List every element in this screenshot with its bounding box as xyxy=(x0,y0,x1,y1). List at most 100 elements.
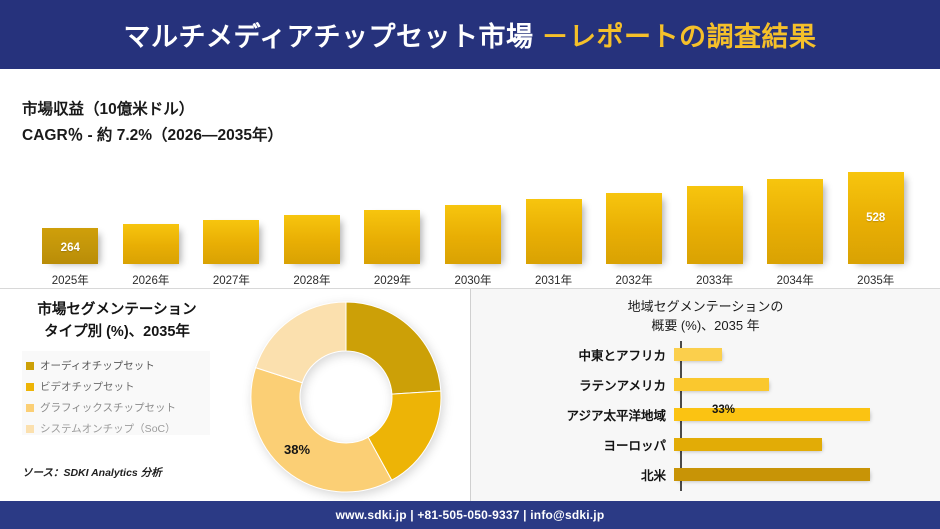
revenue-bar-wrapper xyxy=(684,174,746,264)
segmentation-panel: 市場セグメンテーション タイプ別 (%)、2035年 オーディオチップセット ビデ… xyxy=(0,289,470,501)
legend-swatch-icon xyxy=(26,361,34,370)
revenue-bar-wrapper: 528 xyxy=(845,172,907,264)
revenue-bar-column: 2026年 xyxy=(120,174,182,288)
regional-bar: 33% xyxy=(674,404,870,421)
revenue-bar xyxy=(606,193,663,264)
page-title-accent: －レポートの調査結果 xyxy=(541,22,817,52)
revenue-bar xyxy=(525,199,582,264)
regional-title-line-1: 地域セグメンテーションの xyxy=(627,299,784,314)
revenue-bar-value-label: 264 xyxy=(60,242,80,254)
donut-slice xyxy=(255,301,347,384)
revenue-bar: 528 xyxy=(847,172,904,264)
segmentation-legend-item: オーディオチップセット xyxy=(26,355,208,376)
legend-swatch-icon xyxy=(26,424,34,433)
revenue-bar-column: 264 2025年 xyxy=(39,174,101,288)
vertical-divider xyxy=(470,289,471,501)
revenue-bar xyxy=(445,204,501,264)
regional-bar-row: ラテンアメリカ xyxy=(471,369,940,399)
regional-bar-track xyxy=(674,339,940,369)
revenue-bar-wrapper xyxy=(281,174,343,264)
revenue-bar-category-label: 2026年 xyxy=(132,275,170,287)
revenue-bar-column: 528 2035年 xyxy=(845,172,907,288)
regional-title-line-2: 概要 (%)、2035 年 xyxy=(651,318,760,333)
donut-highlight-value: 38% xyxy=(284,442,311,457)
revenue-bar xyxy=(686,186,743,264)
revenue-bar xyxy=(283,215,340,264)
revenue-bar-wrapper xyxy=(603,174,665,264)
revenue-bar-column: 2028年 xyxy=(281,174,343,288)
regional-panel: 地域セグメンテーションの 概要 (%)、2035 年 中東とアフリカラテンアメリ… xyxy=(471,289,940,501)
segmentation-legend-label: ビデオチップセット xyxy=(40,381,135,393)
revenue-bar-category-label: 2029年 xyxy=(373,275,411,287)
revenue-chart-section: 市場収益（10億米ドル） CAGR％ - 約 7.2%（2026―2035年） … xyxy=(0,69,940,288)
revenue-caption-line-1: 市場収益（10億米ドル） xyxy=(22,101,195,118)
segmentation-legend-label: オーディオチップセット xyxy=(40,360,155,372)
page-title-main: マルチメディアチップセット市場 xyxy=(123,22,542,52)
revenue-bar-column: 2030年 xyxy=(442,174,504,288)
regional-bar-row: ヨーロッパ xyxy=(471,429,940,459)
revenue-bar xyxy=(767,179,824,264)
donut-slice xyxy=(250,367,393,493)
page-title: マルチメディアチップセット市場 －レポートの調査結果 xyxy=(123,15,816,54)
segmentation-title-line-1: 市場セグメンテーション xyxy=(37,302,197,318)
revenue-bar-category-label: 2025年 xyxy=(51,275,89,287)
regional-bar xyxy=(674,377,770,391)
revenue-bar-wrapper: 264 xyxy=(39,174,101,264)
revenue-bar-wrapper xyxy=(361,174,423,264)
segmentation-title-line-2: タイプ別 (%)、2035年 xyxy=(44,324,190,340)
donut-chart: 38% xyxy=(248,299,444,495)
regional-bar xyxy=(674,467,870,481)
revenue-bar-wrapper xyxy=(523,174,585,264)
revenue-bar-wrapper xyxy=(120,174,182,264)
donut-slice xyxy=(345,301,442,395)
legend-swatch-icon xyxy=(26,382,34,391)
regional-bar-row: 北米 xyxy=(471,459,940,489)
revenue-bar-column: 2034年 xyxy=(764,174,826,288)
regional-bar-category-label: 北米 xyxy=(640,468,666,483)
revenue-bar-category-label: 2032年 xyxy=(615,275,653,287)
revenue-bar-category-label: 2033年 xyxy=(696,275,734,287)
regional-bar-track xyxy=(674,369,940,399)
revenue-caption-line-2: CAGR％ - 約 7.2%（2026―2035年） xyxy=(22,127,284,144)
segmentation-legend-item: システムオンチップ（SoC） xyxy=(26,418,208,439)
segmentation-legend-label: グラフィックスチップセット xyxy=(40,402,176,414)
regional-bar-category-label: ラテンアメリカ xyxy=(579,378,666,393)
source-note: ソース：SDKI Analytics 分析 xyxy=(22,467,162,479)
revenue-bar-column: 2027年 xyxy=(200,174,262,288)
segmentation-legend: オーディオチップセット ビデオチップセットグラフィックスチップセット システムオンチ… xyxy=(22,351,210,435)
revenue-bar-column: 2029年 xyxy=(361,174,423,288)
revenue-bar-wrapper xyxy=(200,174,262,264)
revenue-bar-category-label: 2030年 xyxy=(454,275,492,287)
revenue-bar-category-label: 2034年 xyxy=(776,275,814,287)
segmentation-legend-item: ビデオチップセット xyxy=(26,376,208,397)
revenue-bar-column: 2031年 xyxy=(523,174,585,288)
segmentation-title: 市場セグメンテーション タイプ別 (%)、2035年 xyxy=(12,299,222,343)
regional-bar-track: 33% xyxy=(674,399,940,429)
revenue-bar-category-label: 2028年 xyxy=(293,275,331,287)
revenue-bar xyxy=(122,223,179,264)
segmentation-legend-label: システムオンチップ（SoC） xyxy=(40,423,176,435)
revenue-bar-column: 2033年 xyxy=(684,174,746,288)
regional-bar-row: アジア太平洋地域 33% xyxy=(471,399,940,429)
footer-contact-text[interactable]: www.sdki.jp | +81-505-050-9337 | info@sd… xyxy=(335,508,605,522)
revenue-bar xyxy=(203,219,260,264)
revenue-bar-category-label: 2031年 xyxy=(534,275,573,287)
revenue-bar-wrapper xyxy=(442,174,504,264)
regional-bar-row: 中東とアフリカ xyxy=(471,339,940,369)
regional-bar-track xyxy=(674,429,940,459)
revenue-bar-column: 2032年 xyxy=(603,174,665,288)
footer-bar: www.sdki.jp | +81-505-050-9337 | info@sd… xyxy=(0,501,940,529)
regional-bar xyxy=(674,347,722,361)
revenue-bar-category-label: 2027年 xyxy=(212,275,250,287)
donut-chart-svg xyxy=(250,301,442,493)
revenue-bar xyxy=(364,210,421,264)
revenue-bar: 264 xyxy=(42,228,99,264)
regional-bar-value-label: 33% xyxy=(712,403,736,416)
header-banner: マルチメディアチップセット市場 －レポートの調査結果 xyxy=(0,0,940,69)
revenue-bar-category-label: 2035年 xyxy=(857,275,895,287)
regional-bar-category-label: ヨーロッパ xyxy=(603,438,666,453)
revenue-bar-wrapper xyxy=(764,174,826,264)
horizontal-divider xyxy=(0,288,940,289)
regional-bar-category-label: アジア太平洋地域 xyxy=(566,408,666,423)
